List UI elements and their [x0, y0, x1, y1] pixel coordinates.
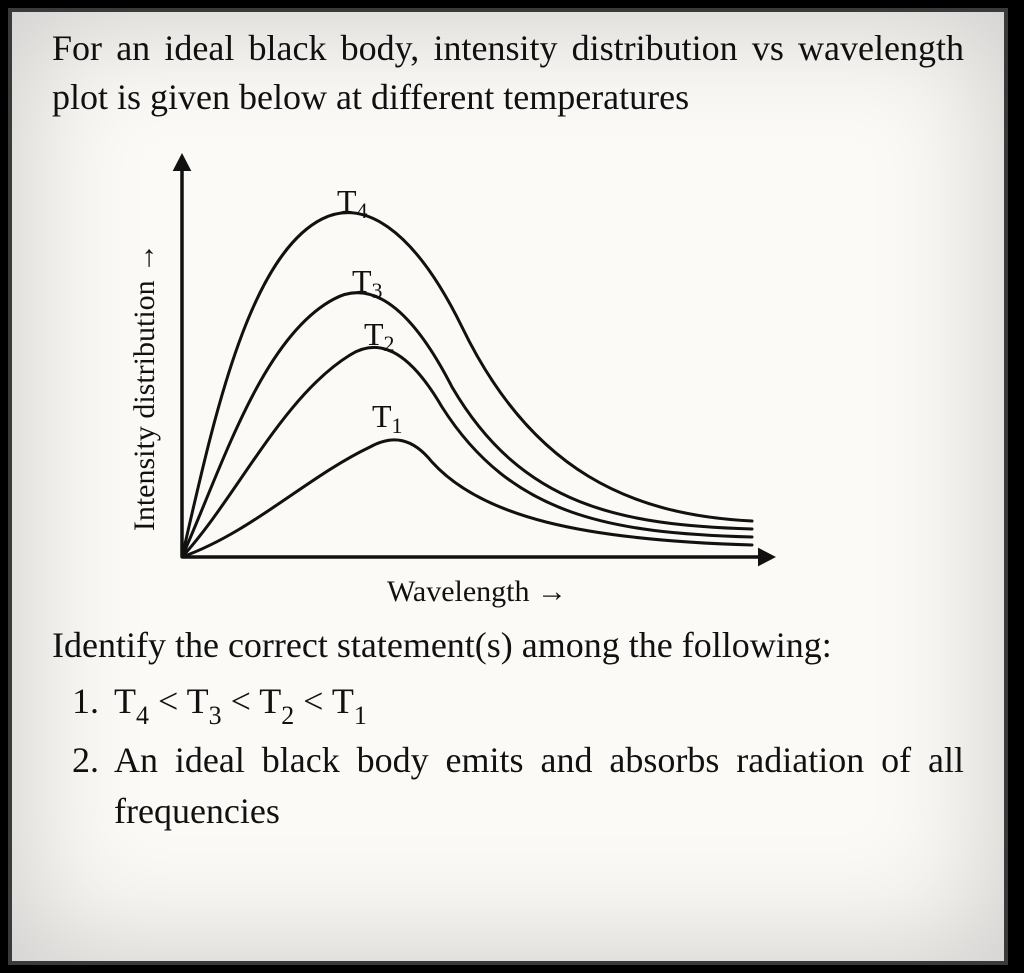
curve-t4	[182, 213, 752, 557]
curve-t2	[182, 348, 752, 558]
question-intro: For an ideal black body, intensity distr…	[52, 24, 964, 121]
y-axis-arrow	[173, 153, 192, 171]
curve-t3	[182, 293, 752, 557]
curve-label-t4: T4	[337, 183, 368, 223]
question-prompt: Identify the correct statement(s) among …	[52, 621, 964, 670]
y-axis-label: Intensity distribution →	[128, 243, 161, 531]
curve-t1	[182, 440, 752, 557]
chart-svg: T1 T2 T3 T4 Wavelength → Intensity distributi…	[112, 127, 832, 617]
options-list: T4 < T3 < T2 < T1 An ideal black body em…	[62, 676, 964, 836]
page: For an ideal black body, intensity distr…	[8, 8, 1008, 965]
x-axis-arrow	[758, 548, 776, 567]
intensity-wavelength-chart: T1 T2 T3 T4 Wavelength → Intensity distributi…	[112, 127, 832, 617]
option-2-text: An ideal black body emits and absorbs ra…	[114, 740, 964, 830]
curve-label-t3: T3	[352, 263, 383, 303]
option-2: An ideal black body emits and absorbs ra…	[108, 735, 964, 836]
curve-label-t1: T1	[372, 398, 403, 438]
x-axis-label: Wavelength →	[387, 575, 567, 608]
option-1: T4 < T3 < T2 < T1	[108, 676, 964, 731]
curve-label-t2: T2	[364, 316, 395, 356]
option-1-text: T4 < T3 < T2 < T1	[114, 681, 367, 721]
